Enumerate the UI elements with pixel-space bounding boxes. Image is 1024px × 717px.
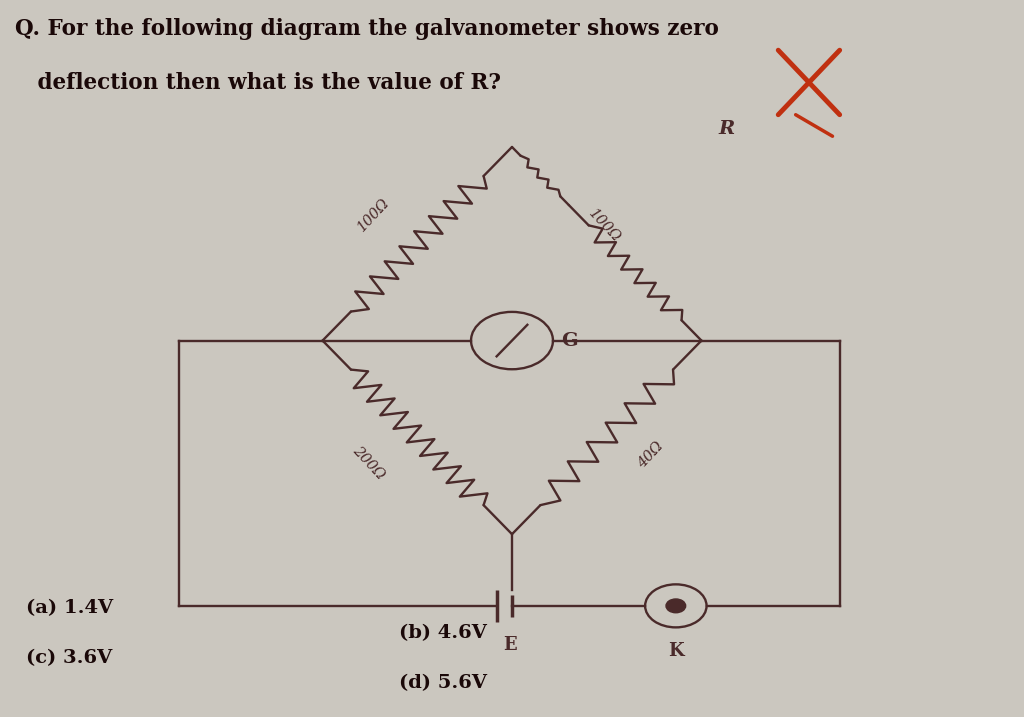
Text: K: K xyxy=(668,642,684,660)
Circle shape xyxy=(666,599,686,613)
Text: E: E xyxy=(503,636,517,654)
Text: 40Ω: 40Ω xyxy=(635,440,666,471)
Text: (a) 1.4V: (a) 1.4V xyxy=(26,599,113,617)
Text: 100Ω: 100Ω xyxy=(355,196,392,234)
Text: R: R xyxy=(719,120,735,138)
Text: G: G xyxy=(561,331,578,350)
Text: 100Ω: 100Ω xyxy=(586,206,623,245)
Text: 200Ω: 200Ω xyxy=(350,443,387,482)
Text: deflection then what is the value of R?: deflection then what is the value of R? xyxy=(15,72,502,94)
Text: (b) 4.6V: (b) 4.6V xyxy=(399,624,487,642)
Text: (c) 3.6V: (c) 3.6V xyxy=(26,649,112,667)
Text: Q. For the following diagram the galvanometer shows zero: Q. For the following diagram the galvano… xyxy=(15,18,719,40)
Text: (d) 5.6V: (d) 5.6V xyxy=(399,674,487,692)
